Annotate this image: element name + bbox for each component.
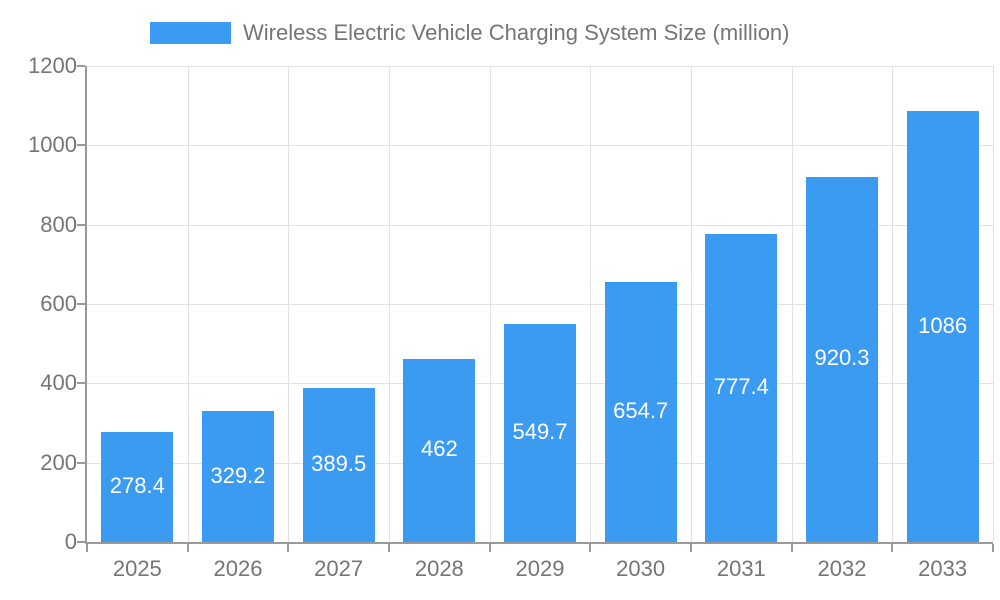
x-axis-tick-label: 2030 [616, 556, 666, 581]
x-axis-tick [186, 544, 189, 552]
y-axis-tick-label: 1200 [28, 53, 77, 78]
x-axis-tick-label: 2026 [213, 556, 263, 581]
x-axis-tick-label: 2027 [314, 556, 364, 581]
x-axis-line [85, 542, 993, 544]
v-gridline [288, 66, 290, 542]
legend-item[interactable]: Wireless Electric Vehicle Charging Syste… [150, 18, 790, 48]
y-axis-tick-label: 0 [64, 529, 77, 554]
y-axis-tick [77, 461, 85, 464]
v-gridline [590, 66, 592, 542]
y-axis-tick-label: 1000 [28, 132, 77, 158]
x-axis-tick-label: 2031 [716, 556, 766, 581]
y-axis-tick [77, 382, 85, 385]
bar-2025[interactable]: 278.4 [101, 431, 174, 542]
y-axis-tick [77, 541, 85, 543]
bar-value-label: 389.5 [311, 450, 367, 476]
bar-2029[interactable]: 549.7 [504, 323, 576, 542]
v-gridline [993, 66, 994, 542]
bar-2028[interactable]: 462 [403, 358, 476, 542]
bar-2030[interactable]: 654.7 [604, 282, 677, 542]
y-axis-tick-label: 800 [40, 211, 77, 237]
y-axis-line [85, 66, 87, 542]
x-axis-tick [891, 544, 894, 552]
bar-value-label: 549.7 [512, 418, 568, 444]
x-axis-tick-label: 2028 [414, 556, 464, 581]
bar-value-label: 654.7 [613, 398, 669, 424]
x-axis-tick [690, 544, 692, 552]
x-axis-tick-label: 2025 [112, 556, 162, 581]
y-axis-tick [77, 223, 85, 226]
x-axis-tick [589, 544, 592, 552]
v-gridline [187, 66, 189, 542]
h-gridline [87, 66, 993, 67]
h-gridline [87, 224, 993, 226]
y-axis-tick-label: 600 [40, 291, 77, 316]
v-gridline [489, 66, 491, 542]
bar-2033[interactable]: 1086 [906, 111, 979, 542]
x-axis-tick [790, 544, 793, 552]
v-gridline [791, 66, 793, 542]
h-gridline [87, 304, 993, 305]
bar-value-label: 278.4 [109, 472, 165, 498]
bar-2026[interactable]: 329.2 [202, 411, 274, 542]
x-axis-tick-label: 2033 [918, 556, 968, 581]
x-axis-tick [86, 544, 88, 552]
x-axis-tick-label: 2029 [515, 556, 565, 581]
bar-value-label: 462 [420, 436, 458, 462]
x-axis-tick [488, 544, 491, 552]
y-axis-tick-label: 200 [40, 449, 77, 475]
h-gridline [87, 145, 993, 147]
x-axis-tick-label: 2032 [817, 556, 867, 581]
bar-value-label: 920.3 [814, 345, 870, 371]
v-gridline [389, 66, 390, 542]
legend-swatch-icon [150, 22, 231, 44]
bar-value-label: 777.4 [713, 373, 769, 399]
bar-value-label: 329.2 [210, 462, 266, 488]
x-axis-tick [287, 544, 290, 552]
v-gridline [892, 66, 894, 542]
y-axis-tick-label: 400 [40, 370, 77, 396]
legend-label: Wireless Electric Vehicle Charging Syste… [243, 20, 790, 45]
x-axis-tick [992, 544, 994, 552]
plot-area: 278.4 329.2 389.5 462 549.7 654.7 777.4 920.3 10… [77, 65, 994, 552]
y-axis-tick [77, 144, 85, 147]
bar-2031[interactable]: 777.4 [705, 233, 778, 542]
bar-2032[interactable]: 920.3 [806, 176, 878, 542]
v-gridline [691, 66, 692, 542]
y-axis-tick [77, 65, 85, 67]
y-axis-tick [77, 303, 85, 305]
bar-2027[interactable]: 389.5 [302, 387, 375, 542]
bar-value-label: 1086 [918, 312, 968, 338]
x-axis-tick [388, 544, 390, 552]
